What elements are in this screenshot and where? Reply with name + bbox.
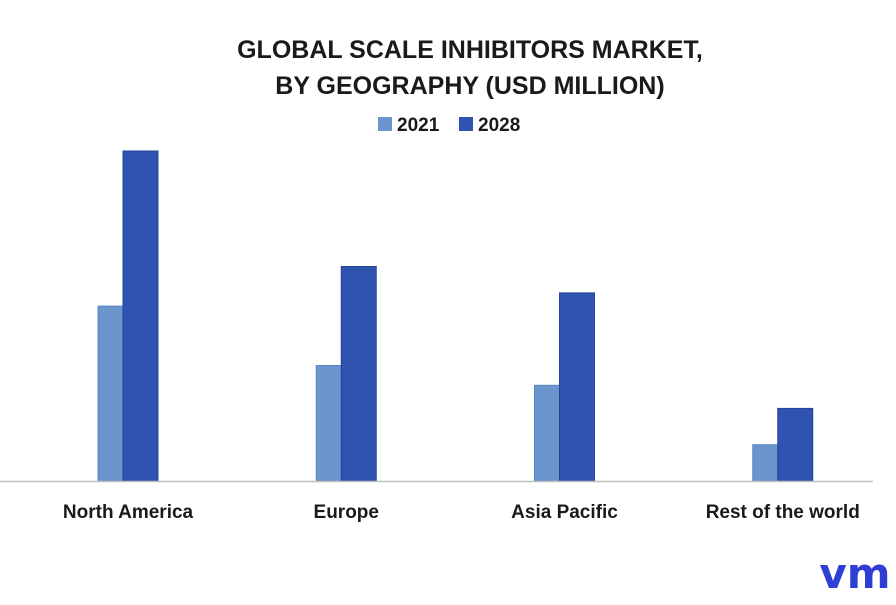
bar-2028-europe — [340, 266, 377, 482]
bar-2028-rest-of-the-world — [777, 407, 814, 482]
legend-swatch-2021 — [378, 117, 392, 131]
category-label-asia-pacific: Asia Pacific — [511, 502, 618, 523]
bar-2021-rest-of-the-world — [752, 444, 779, 482]
category-label-europe: Europe — [314, 502, 379, 523]
bar-2028-asia-pacific — [559, 292, 595, 482]
legend-swatch-2028 — [459, 117, 473, 131]
bar-2021-north-america — [97, 305, 124, 482]
bar-2028-north-america — [122, 150, 159, 482]
bar-2021-asia-pacific — [534, 384, 560, 482]
bars — [97, 150, 814, 482]
legend: 2021 2028 — [378, 115, 520, 136]
category-label-rest-of-the-world: Rest of the world — [706, 502, 860, 523]
brand-logo: vm — [819, 549, 890, 598]
legend-label-2028: 2028 — [478, 115, 520, 136]
category-labels: North America Europe Asia Pacific Rest of t… — [63, 502, 860, 523]
chart-title-line-1: GLOBAL SCALE INHIBITORS MARKET, — [237, 36, 703, 64]
brand-logo-text: vm — [819, 549, 890, 598]
legend-label-2021: 2021 — [397, 115, 440, 136]
bar-2021-europe — [315, 365, 342, 482]
category-label-north-america: North America — [63, 502, 194, 523]
chart-title: GLOBAL SCALE INHIBITORS MARKET, BY GEOGR… — [237, 36, 703, 100]
chart-title-line-2: BY GEOGRAPHY (USD MILLION) — [275, 72, 664, 100]
